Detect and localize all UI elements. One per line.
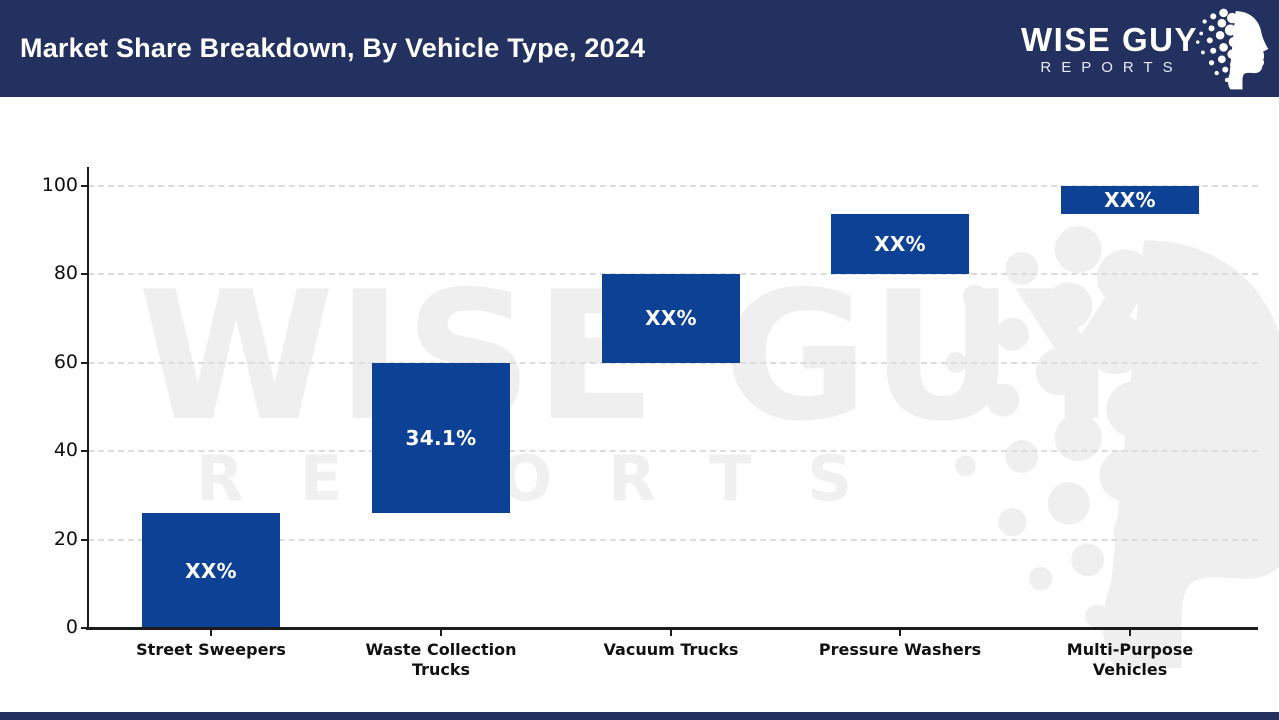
y-tick-mark <box>81 184 88 187</box>
bar-pressure-washers: XX% <box>831 214 969 274</box>
y-tick-label: 0 <box>65 616 78 638</box>
logo-line2: REPORTS <box>1040 58 1183 76</box>
gridline <box>88 538 1258 541</box>
x-tick-mark <box>440 629 442 636</box>
x-tick-mark <box>210 629 212 636</box>
logo-wordmark: WISE GUY REPORTS <box>1021 23 1198 76</box>
y-tick-label: 60 <box>53 350 78 373</box>
y-tick-mark <box>81 450 88 452</box>
header-bar: Market Share Breakdown, By Vehicle Type,… <box>0 0 1279 97</box>
y-axis <box>87 167 89 628</box>
x-tick-mark <box>1129 629 1131 636</box>
logo-line1: WISE GUY <box>1020 20 1198 58</box>
bar-value-label: XX% <box>645 306 697 331</box>
y-tick-mark <box>81 273 88 275</box>
bar-value-label: 34.1% <box>405 425 477 450</box>
y-tick-label: 100 <box>41 173 78 196</box>
bar-street-sweepers: XX% <box>142 513 280 628</box>
y-tick-label: 20 <box>53 527 78 550</box>
bar-value-label: XX% <box>1104 187 1156 212</box>
gridline <box>88 361 1258 364</box>
footer-bar <box>0 712 1279 720</box>
x-category-label: Street Sweepers <box>136 640 286 659</box>
brand-logo: WISE GUY REPORTS <box>1021 4 1270 94</box>
x-axis <box>86 627 1258 630</box>
bar-value-label: XX% <box>185 558 237 583</box>
x-category-label: Multi-Purpose Vehicles <box>1066 640 1194 679</box>
bar-value-label: XX% <box>874 232 926 257</box>
watermark-reports: REPORTS <box>196 442 909 515</box>
y-tick-label: 80 <box>53 262 78 284</box>
y-tick-mark <box>81 627 88 629</box>
x-category-label: Pressure Washers <box>818 640 982 659</box>
x-category-label: Waste Collection Trucks <box>365 640 517 679</box>
bar-waste-collection-trucks: 34.1% <box>372 362 510 514</box>
bar-multi-purpose-vehicles: XX% <box>1061 185 1199 215</box>
y-tick-mark <box>81 361 88 364</box>
x-category-label: Vacuum Trucks <box>603 640 739 659</box>
x-tick-mark <box>899 629 901 636</box>
y-tick-label: 40 <box>53 439 78 461</box>
x-tick-mark <box>670 629 672 636</box>
watermark-head-icon <box>862 212 1279 687</box>
page-title: Market Share Breakdown, By Vehicle Type,… <box>20 33 646 63</box>
logo-head-icon <box>1184 5 1270 93</box>
gridline <box>88 450 1258 452</box>
y-tick-mark <box>81 538 88 541</box>
gridline <box>88 184 1258 187</box>
bar-vacuum-trucks: XX% <box>602 274 740 363</box>
